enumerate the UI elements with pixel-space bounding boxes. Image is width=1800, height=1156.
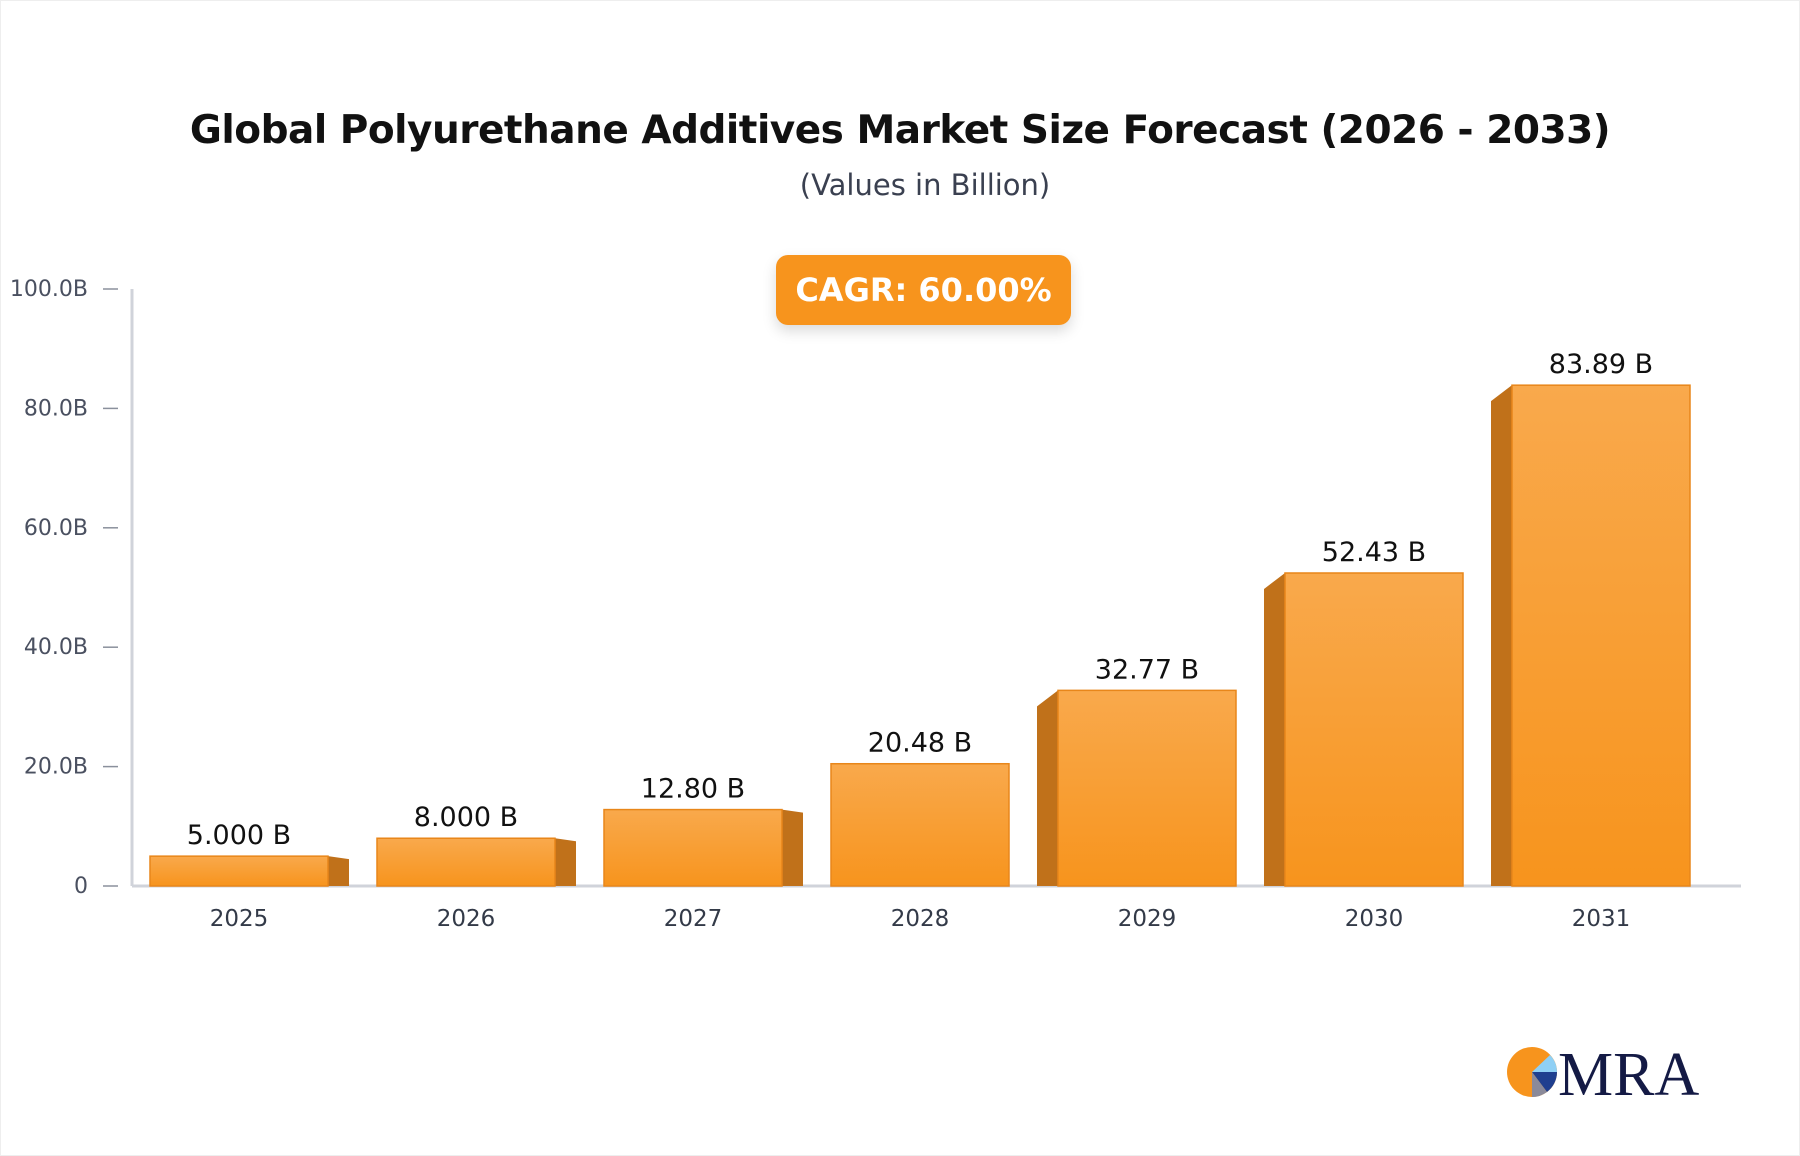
bar-2025 — [149, 855, 329, 887]
y-tick-label: 20.0B — [24, 755, 88, 780]
data-label: 83.89 B — [1549, 349, 1653, 380]
x-tick-label: 2028 — [891, 906, 950, 932]
logo-text: MRA — [1558, 1041, 1699, 1105]
data-label: 20.48 B — [868, 728, 972, 759]
y-tick-label: 60.0B — [24, 516, 88, 541]
bar-side — [1037, 690, 1058, 886]
bar-side — [782, 809, 803, 886]
data-label: 8.000 B — [414, 802, 518, 833]
data-label: 32.77 B — [1095, 654, 1199, 685]
bar-2030 — [1284, 572, 1464, 887]
bar-2028 — [830, 762, 1010, 887]
y-tick-label: 100.0B — [10, 277, 88, 302]
bar-2029 — [1057, 689, 1237, 887]
data-label: 12.80 B — [641, 774, 745, 805]
mra-logo: MRA — [1507, 1041, 1699, 1105]
y-tick-label: 0 — [74, 874, 88, 899]
x-tick-label: 2030 — [1345, 906, 1404, 932]
y-tick-label: 80.0B — [24, 396, 88, 421]
cagr-badge: CAGR: 60.00% — [776, 255, 1071, 325]
y-tick-label: 40.0B — [24, 635, 88, 660]
bar-side — [555, 838, 576, 886]
bar-side — [328, 856, 349, 886]
bar-2026 — [376, 837, 556, 887]
bar-side — [1491, 385, 1512, 886]
x-tick-label: 2026 — [437, 906, 496, 932]
bar-side — [1264, 572, 1285, 886]
x-tick-label: 2025 — [210, 906, 269, 932]
bar-2027 — [603, 808, 783, 887]
x-tick-label: 2027 — [664, 906, 723, 932]
x-tick-label: 2029 — [1118, 906, 1177, 932]
bar-2031 — [1511, 384, 1691, 887]
x-tick-label: 2031 — [1572, 906, 1631, 932]
chart-title: Global Polyurethane Additives Market Siz… — [189, 108, 1611, 153]
chart-subtitle: (Values in Billion) — [799, 168, 1051, 202]
data-label: 52.43 B — [1322, 537, 1426, 568]
data-label: 5.000 B — [187, 820, 291, 851]
